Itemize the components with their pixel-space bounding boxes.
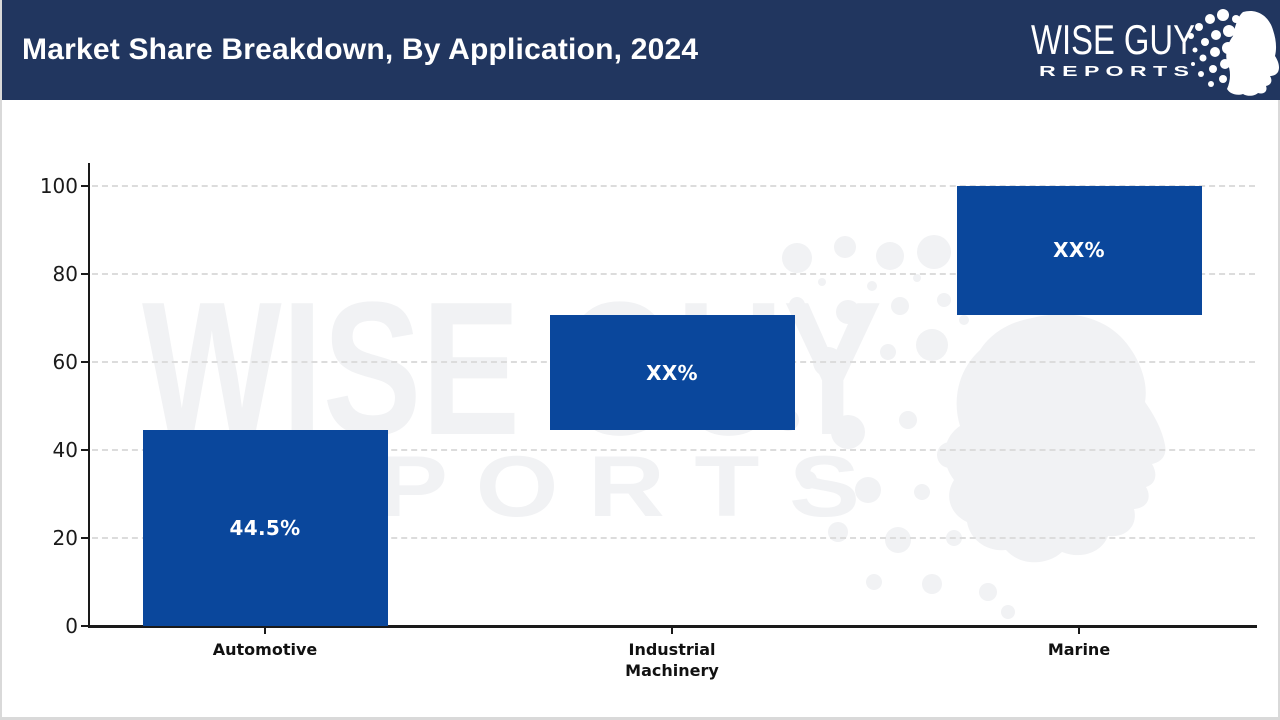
bar-industrial-machinery: XX% — [549, 315, 795, 430]
svg-text:WISE GUY: WISE GUY — [1031, 16, 1195, 63]
y-axis-spine — [88, 163, 90, 628]
y-tick-label-80: 80 — [52, 261, 78, 286]
bar-value-label: XX% — [646, 360, 698, 385]
brand-logo: WISE GUY R E P O R T S — [1027, 4, 1280, 98]
svg-text:R E P O R T S: R E P O R T S — [1039, 63, 1189, 80]
bar-automotive: 44.5% — [142, 429, 388, 626]
y-tick-label-40: 40 — [52, 437, 78, 462]
x-label-2: Marine — [1047, 640, 1111, 659]
y-tick-80 — [81, 272, 88, 275]
x-tick-2 — [1078, 628, 1080, 634]
chart-title: Market Share Breakdown, By Application, … — [22, 33, 699, 66]
x-tick-1 — [671, 628, 673, 634]
x-axis-spine — [88, 625, 1257, 628]
y-tick-100 — [81, 184, 88, 187]
y-tick-60 — [81, 360, 88, 363]
bar-value-label: XX% — [1053, 238, 1105, 263]
y-tick-label-60: 60 — [52, 349, 78, 374]
brand-wordmark: WISE GUY R E P O R T S — [1031, 16, 1195, 80]
x-tick-0 — [264, 628, 266, 634]
header-banner: Market Share Breakdown, By Application, … — [2, 0, 1280, 100]
x-label-0: Automotive — [212, 640, 318, 659]
y-tick-20 — [81, 536, 88, 539]
y-tick-label-0: 0 — [65, 614, 78, 638]
brand-head-icon — [1188, 9, 1279, 96]
gridline-40 — [92, 448, 1255, 451]
y-tick-label-100: 100 — [39, 173, 78, 198]
gridline-20 — [92, 536, 1255, 539]
y-tick-label-20: 20 — [52, 525, 78, 550]
x-label-1: Industrial Machinery — [625, 640, 719, 680]
y-tick-0 — [81, 625, 88, 627]
y-tick-40 — [81, 448, 88, 451]
bar-marine: XX% — [956, 185, 1202, 316]
gridline-80 — [92, 272, 1255, 275]
bar-value-label: 44.5% — [229, 515, 301, 540]
gridline-100 — [92, 184, 1255, 187]
